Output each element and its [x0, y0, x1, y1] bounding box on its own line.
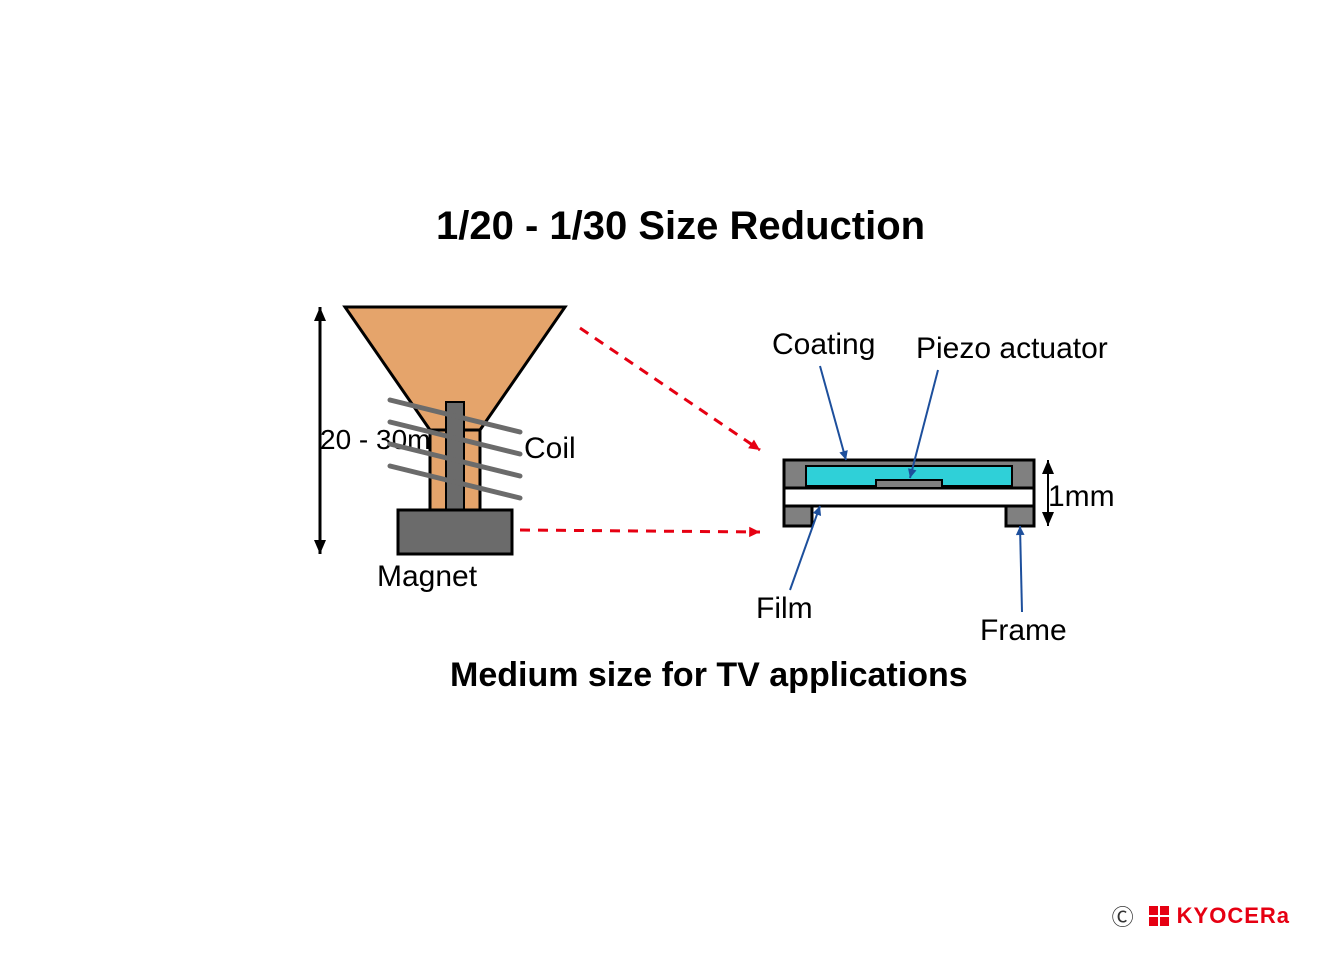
copyright-icon: Ⓒ [1112, 900, 1135, 932]
brand-logo: Ⓒ KYOCERa [1112, 900, 1290, 932]
brand-name: KYOCERa [1177, 903, 1290, 929]
diagram-svg [0, 0, 1332, 980]
diagram-canvas: 1/20 - 1/30 Size Reduction Medium size f… [0, 0, 1332, 980]
kyocera-icon [1147, 904, 1171, 928]
